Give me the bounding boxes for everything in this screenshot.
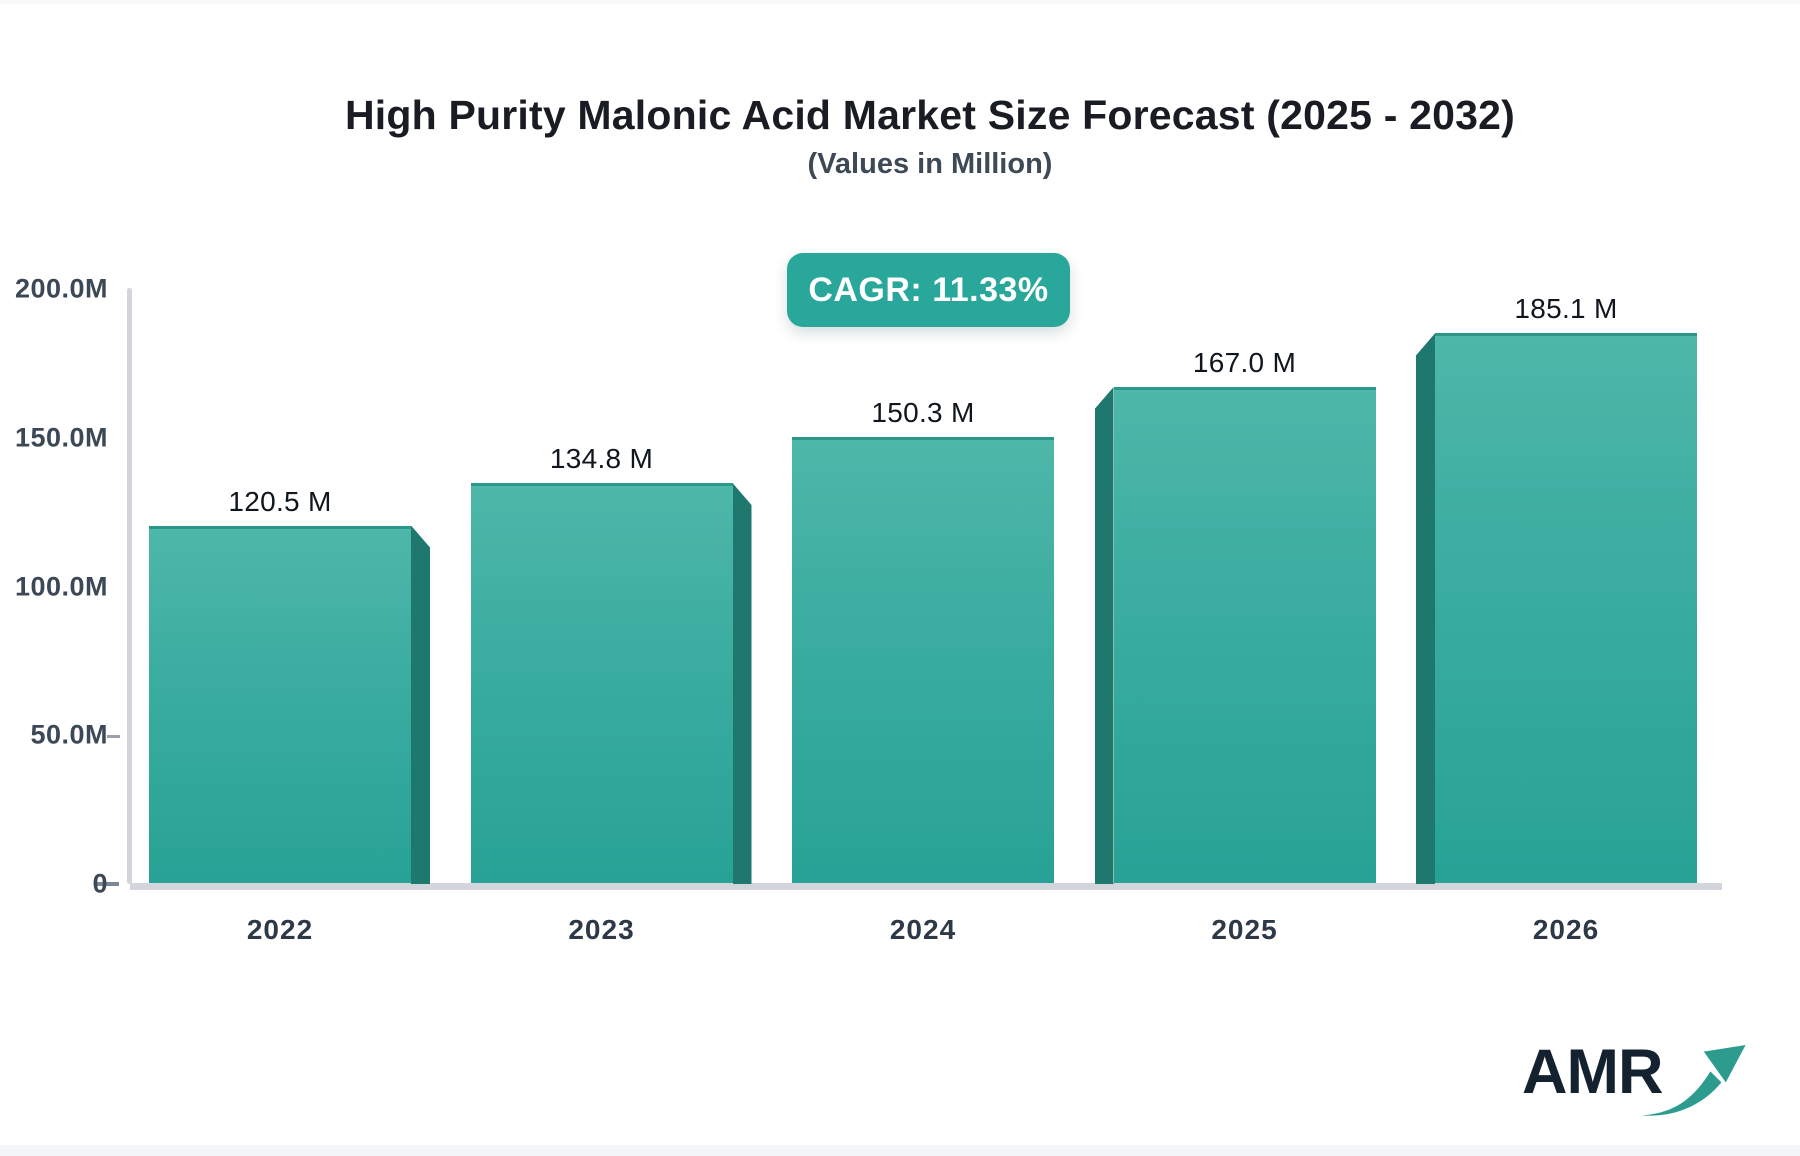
bar-value-label-2025: 167.0 M (1192, 347, 1297, 379)
bar-2024 (792, 436, 1054, 883)
chart-title: High Purity Malonic Acid Market Size For… (344, 92, 1516, 138)
bar-value-label-2023: 134.8 M (549, 442, 654, 474)
y-axis-label-150.0M: 150.0M (14, 422, 108, 453)
bar-side-2022 (411, 525, 430, 884)
bottom-edge-divider (0, 1145, 1800, 1156)
y-axis-tick-50m (107, 735, 120, 738)
y-axis-line (127, 288, 132, 884)
chart-subtitle: (Values in Million) (807, 148, 1053, 180)
bar-side-2025 (1094, 387, 1114, 884)
x-axis-label-2026: 2026 (1532, 914, 1600, 945)
bar-value-label-2024: 150.3 M (871, 396, 975, 428)
cagr-badge: CAGR: 11.33% (787, 253, 1070, 327)
bar-2025 (1113, 387, 1376, 883)
top-edge-divider (0, 0, 1800, 4)
growth-arrow-icon (1642, 1045, 1746, 1116)
x-axis-label-2022: 2022 (246, 914, 314, 945)
y-axis-label-100.0M: 100.0M (14, 571, 108, 601)
bar-2026 (1435, 333, 1697, 883)
y-axis-label-200.0M: 200.0M (14, 273, 108, 304)
y-axis-label-0: 0 (92, 868, 108, 899)
amr-logo-text: AMR (1522, 1037, 1663, 1107)
x-axis-baseline (130, 883, 1722, 890)
x-axis-label-2023: 2023 (568, 914, 635, 945)
bar-2022 (149, 525, 411, 883)
y-axis-tick-0 (96, 882, 119, 886)
cagr-badge-label: CAGR: 11.33% (808, 270, 1049, 309)
bar-2023 (470, 482, 733, 883)
y-axis-label-50.0M: 50.0M (30, 719, 108, 750)
bar-side-2026 (1416, 333, 1435, 884)
x-axis-label-2025: 2025 (1211, 914, 1278, 945)
bar-value-label-2026: 185.1 M (1514, 293, 1618, 325)
bar-side-2023 (732, 482, 752, 884)
amr-logo: AMR (1522, 1032, 1762, 1127)
bar-value-label-2022: 120.5 M (228, 485, 332, 517)
x-axis-label-2024: 2024 (889, 914, 957, 945)
